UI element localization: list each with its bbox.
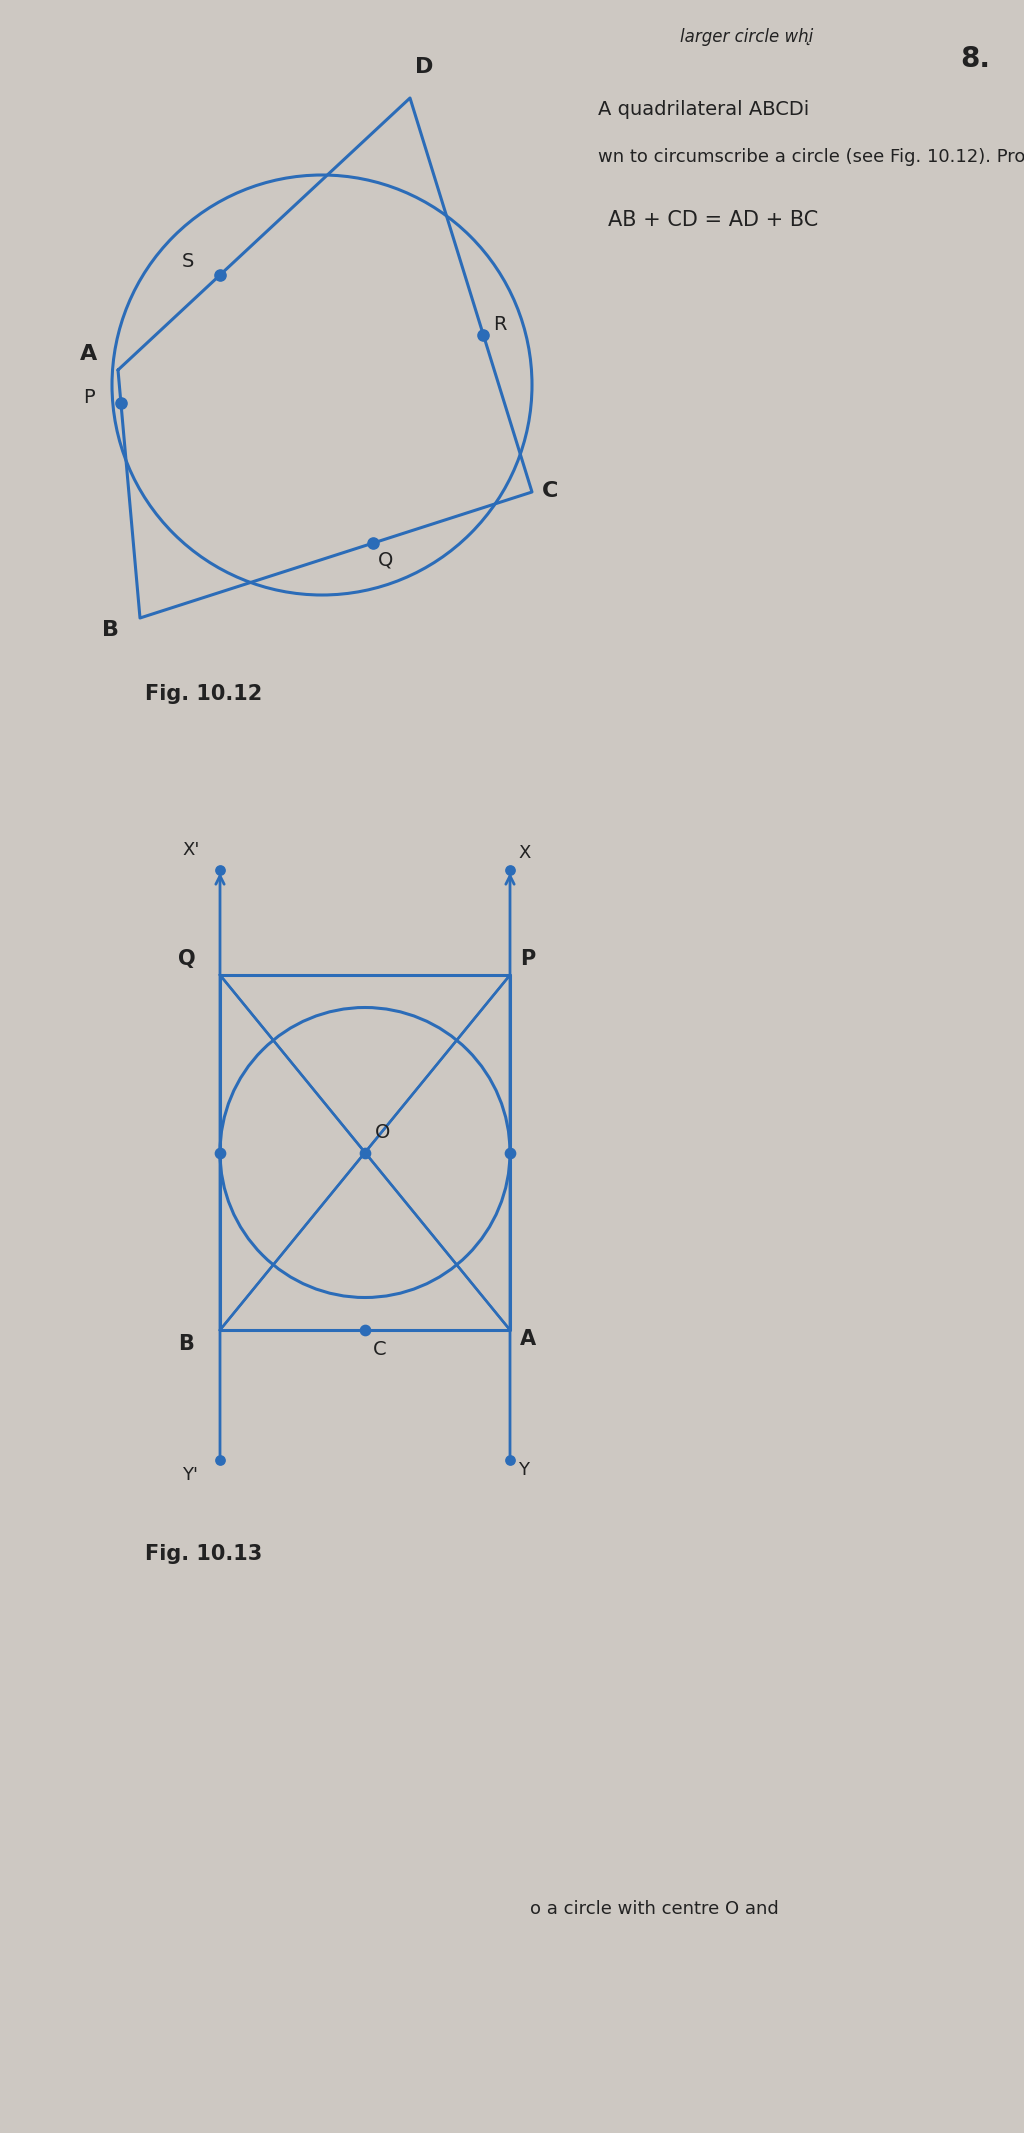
Text: A: A: [80, 343, 97, 365]
Point: [356, 1135, 373, 1169]
Text: O: O: [375, 1122, 390, 1141]
Text: D: D: [415, 58, 433, 77]
Text: Q: Q: [378, 550, 393, 570]
Point: [502, 1135, 518, 1169]
Text: S: S: [181, 252, 195, 271]
Text: o a circle with centre O and: o a circle with centre O and: [530, 1901, 778, 1918]
Text: Y': Y': [182, 1465, 198, 1485]
Point: [502, 1442, 518, 1476]
Text: C: C: [542, 482, 558, 501]
Text: P: P: [83, 388, 94, 407]
Text: B: B: [102, 621, 119, 640]
Point: [212, 1135, 228, 1169]
Text: X': X': [182, 840, 200, 860]
Point: [356, 1314, 373, 1348]
Text: B: B: [178, 1333, 194, 1354]
Text: Fig. 10.13: Fig. 10.13: [145, 1544, 262, 1563]
Text: Fig. 10.12: Fig. 10.12: [145, 685, 262, 704]
Text: 8.: 8.: [961, 45, 990, 73]
Point: [475, 318, 492, 352]
Text: wn to circumscribe a circle (see Fig. 10.12). Prove that: wn to circumscribe a circle (see Fig. 10…: [598, 147, 1024, 166]
Point: [365, 527, 381, 561]
Point: [212, 853, 228, 887]
Text: larger circle whį̨̨: larger circle whį̨̨: [680, 28, 813, 47]
Point: [502, 853, 518, 887]
Text: P: P: [520, 949, 536, 968]
Point: [113, 386, 129, 420]
Point: [212, 258, 228, 292]
Point: [212, 1442, 228, 1476]
Text: Q: Q: [178, 949, 196, 968]
Text: Y: Y: [518, 1461, 529, 1478]
Text: AB + CD = AD + BC: AB + CD = AD + BC: [608, 209, 818, 230]
Text: A quadrilateral ABCDi: A quadrilateral ABCDi: [598, 100, 809, 119]
Text: C: C: [373, 1340, 387, 1359]
Text: X: X: [518, 845, 530, 862]
Text: A: A: [520, 1329, 537, 1348]
Text: R: R: [494, 316, 507, 335]
